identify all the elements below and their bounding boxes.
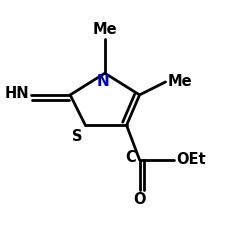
- Text: Me: Me: [93, 22, 117, 37]
- Text: S: S: [72, 128, 82, 143]
- Text: N: N: [96, 74, 109, 89]
- Text: Me: Me: [168, 74, 192, 89]
- Text: C: C: [126, 150, 136, 165]
- Text: OEt: OEt: [176, 152, 206, 167]
- Text: O: O: [133, 192, 146, 207]
- Text: HN: HN: [4, 86, 29, 101]
